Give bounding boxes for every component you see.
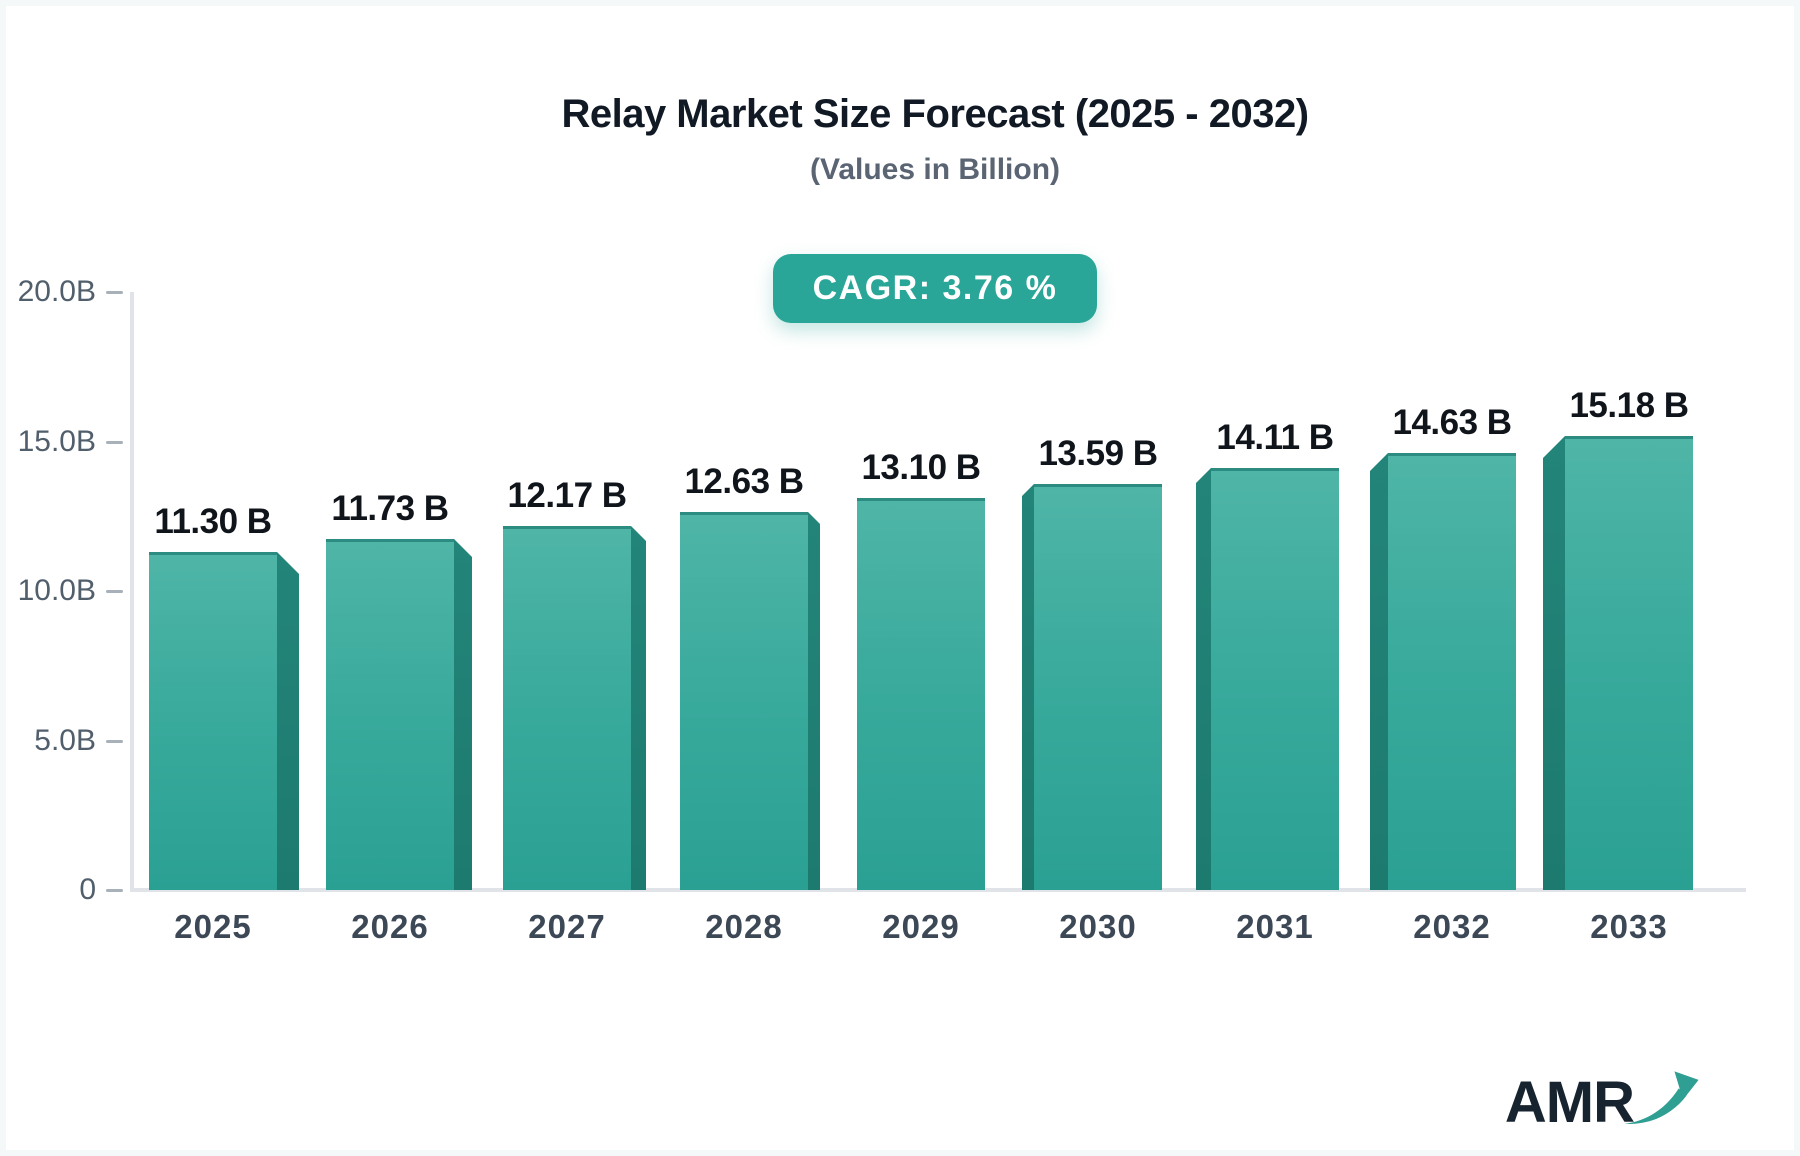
bar-2031[interactable] — [1211, 468, 1339, 890]
y-axis-label: 15.0B — [17, 424, 96, 458]
bar-value-label-2027: 12.17 B — [507, 476, 627, 515]
bar-2033[interactable] — [1565, 436, 1693, 890]
bar-2032[interactable] — [1388, 453, 1516, 890]
bar-2028[interactable] — [680, 512, 808, 890]
chart-title: Relay Market Size Forecast (2025 - 2032) — [561, 92, 1309, 136]
bar-value-label-2029: 13.10 B — [861, 448, 981, 487]
bar-side-2031 — [1196, 468, 1211, 890]
x-axis-line — [130, 888, 1746, 892]
x-axis-label-2028: 2028 — [705, 908, 783, 945]
chart-header: Relay Market Size Forecast (2025 - 2032)… — [70, 92, 1800, 187]
bar-2027[interactable] — [503, 526, 631, 890]
x-axis-label-2026: 2026 — [351, 908, 429, 945]
growth-arrow-icon — [1624, 1071, 1699, 1124]
bar-value-label-2028: 12.63 B — [684, 462, 804, 501]
y-axis-label: 0 — [79, 873, 96, 906]
x-axis-label-2032: 2032 — [1413, 908, 1491, 945]
bar-2030[interactable] — [1034, 484, 1162, 890]
bar-side-2026 — [454, 539, 472, 890]
bar-2026[interactable] — [326, 539, 454, 890]
bar-value-label-2030: 13.59 B — [1038, 434, 1158, 473]
y-axis-tick — [106, 590, 123, 593]
x-axis-label-2030: 2030 — [1059, 908, 1137, 945]
amr-logo-text: AMR — [1504, 1070, 1635, 1135]
cagr-badge: CAGR: 3.76 % — [772, 254, 1098, 323]
x-axis-label-2027: 2027 — [528, 908, 606, 945]
bar-value-label-2025: 11.30 B — [154, 502, 272, 541]
y-axis-tick — [106, 889, 123, 892]
bar-side-2030 — [1022, 484, 1034, 890]
x-axis-label-2025: 2025 — [174, 908, 252, 945]
x-axis-label-2029: 2029 — [882, 908, 960, 945]
bar-2025[interactable] — [149, 552, 277, 890]
bar-value-label-2032: 14.63 B — [1392, 403, 1512, 442]
y-axis-label: 10.0B — [17, 574, 96, 607]
bar-side-2033 — [1543, 436, 1565, 890]
bar-value-label-2031: 14.11 B — [1216, 418, 1334, 457]
y-axis-label: 20.0B — [17, 275, 96, 308]
bar-2029[interactable] — [857, 498, 985, 890]
bar-side-2025 — [277, 552, 299, 890]
y-axis-tick — [106, 291, 123, 294]
y-axis-tick — [106, 739, 123, 743]
bar-side-2032 — [1370, 453, 1388, 890]
y-axis-tick — [106, 440, 123, 444]
cagr-badge-wrap: CAGR: 3.76 % — [70, 254, 1800, 323]
y-axis-line — [130, 292, 134, 892]
x-axis-label-2033: 2033 — [1590, 908, 1668, 945]
chart-subtitle: (Values in Billion) — [809, 153, 1061, 186]
bar-side-2027 — [631, 526, 646, 890]
y-axis-label: 5.0B — [34, 723, 96, 757]
amr-logo: AMR — [1505, 1068, 1700, 1132]
bar-value-label-2033: 15.18 B — [1569, 386, 1689, 425]
bar-value-label-2026: 11.73 B — [331, 489, 449, 528]
bar-side-2028 — [808, 512, 820, 890]
x-axis-label-2031: 2031 — [1236, 908, 1314, 945]
